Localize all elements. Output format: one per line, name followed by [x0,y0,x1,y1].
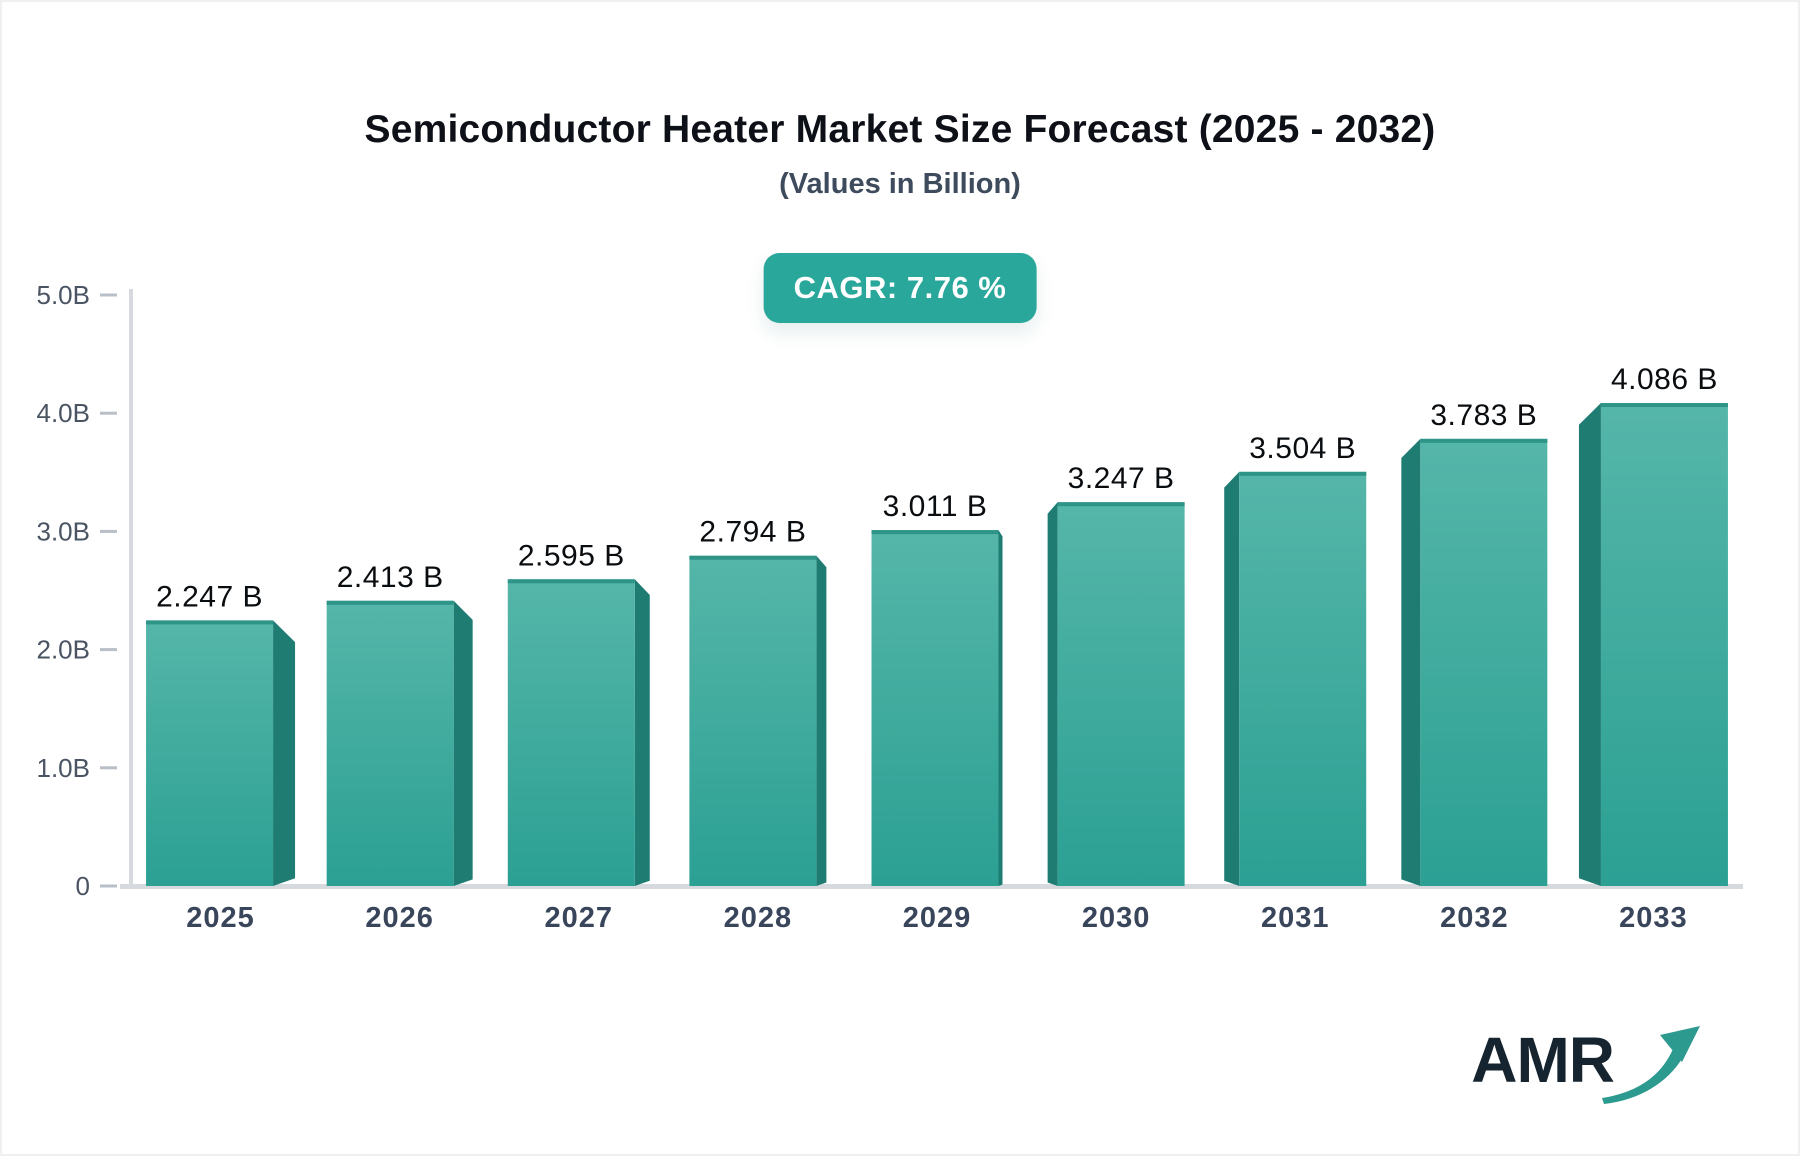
bar-front-face [1600,403,1728,886]
bar-value-label: 3.783 B [1430,399,1537,432]
amr-logo-text: AMR [1471,1024,1615,1096]
growth-arrow-icon [1602,1026,1700,1104]
bar-2029: 3.011 B 2029 [871,490,1003,934]
bar-top-edge [326,600,454,605]
cagr-badge: CAGR: 7.76 % [763,253,1037,323]
x-axis-label: 2033 [1619,902,1688,934]
bar-value-label: 3.247 B [1068,462,1175,495]
bar-front-face [146,620,274,886]
bar-front-face [507,579,635,886]
y-tick-dash [100,411,117,415]
y-tick-label: 4.0B [37,398,91,428]
bar-top-edge [1057,502,1185,507]
bar-side-face [273,620,296,886]
amr-logo: AMR [1471,1024,1704,1106]
bar-2025: 2.247 B 2025 [146,580,296,934]
bar-value-label: 2.413 B [337,561,444,594]
bar-front-face [1239,471,1367,886]
bar-2027: 2.595 B 2027 [507,539,650,934]
bar-side-face [1047,502,1058,886]
y-tick-label: 3.0B [37,516,91,546]
bar-front-face [326,600,454,886]
y-tick-label: 2.0B [37,635,91,665]
x-axis-label: 2025 [186,902,255,934]
bar-top-edge [146,620,274,625]
bar-front-face [1420,438,1548,886]
x-axis-label: 2031 [1261,902,1330,934]
y-tick-label: 1.0B [37,753,91,783]
bar-side-face [1401,438,1421,886]
bar-top-edge [1239,471,1367,476]
chart-title: Semiconductor Heater Market Size Forecas… [364,108,1436,151]
bar-value-label: 3.504 B [1249,432,1356,465]
bar-value-label: 2.794 B [699,516,806,549]
x-axis-label: 2030 [1082,902,1151,934]
chart-subtitle: (Values in Billion) [779,168,1021,200]
bar-front-face [871,530,999,886]
y-tick-label: 5.0B [37,280,91,310]
y-tick-dash [100,648,117,652]
bar-2032: 3.783 B 2032 [1401,399,1548,934]
y-tick-dash [100,529,117,533]
bar-side-face [1224,471,1240,886]
bar-value-label: 2.595 B [518,539,625,572]
bar-side-face [816,555,827,886]
y-tick-dash [100,766,117,770]
bar-value-label: 2.247 B [156,580,263,613]
x-axis-label: 2029 [903,902,972,934]
x-axis-label: 2032 [1440,902,1509,934]
bar-side-face [1578,403,1601,886]
bar-2026: 2.413 B 2026 [326,561,473,934]
y-tick-dash [100,293,117,297]
bar-value-label: 4.086 B [1611,363,1718,396]
bar-side-face [453,600,473,886]
bar-side-face [998,530,1003,886]
bar-top-edge [1420,438,1548,443]
bar-top-edge [507,579,635,584]
bar-front-face [1057,502,1185,886]
x-axis-label: 2026 [365,902,434,934]
bar-top-edge [1600,403,1728,408]
bar-value-label: 3.011 B [883,490,988,523]
x-axis-line [120,884,1743,889]
bar-2030: 3.247 B 2030 [1047,462,1185,934]
bar-2031: 3.504 B 2031 [1224,432,1367,934]
bar-2028: 2.794 B 2028 [689,516,827,934]
x-axis-label: 2028 [724,902,793,934]
bar-top-edge [871,530,999,535]
bar-front-face [689,555,817,886]
y-tick-dash [100,884,117,888]
y-tick-label: 0 [76,871,90,901]
x-axis-label: 2027 [545,902,614,934]
bar-top-edge [689,555,817,560]
bar-2033: 4.086 B 2033 [1578,363,1728,934]
y-axis-line [129,289,133,888]
bar-side-face [634,579,650,886]
